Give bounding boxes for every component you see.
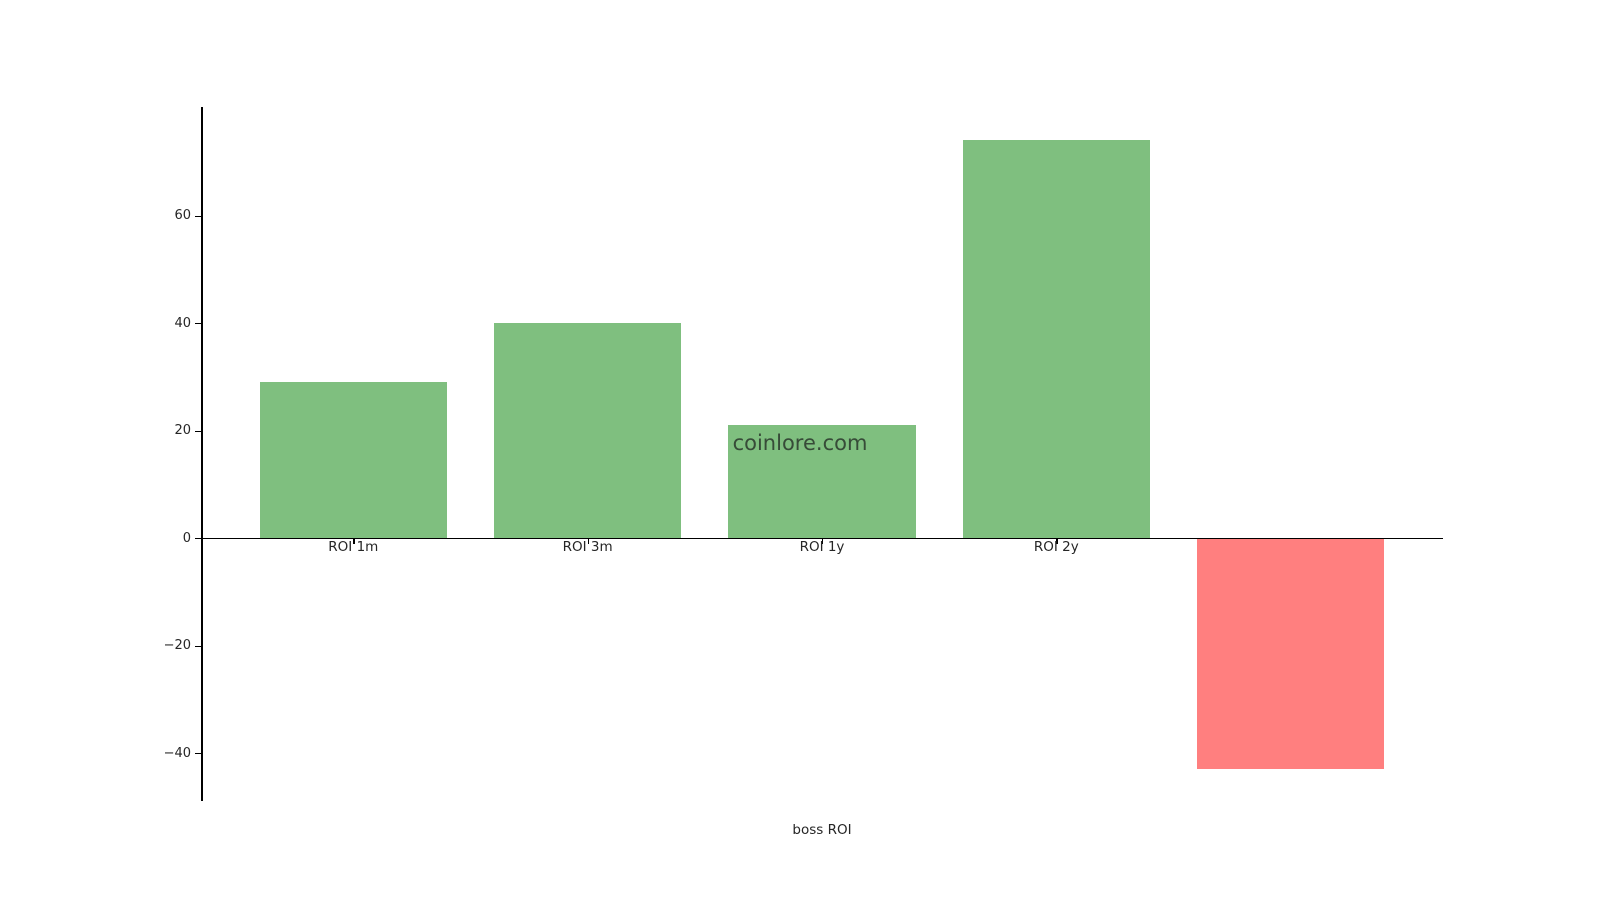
y-axis-line <box>201 107 203 801</box>
watermark: coinlore.com <box>732 431 868 455</box>
bar-unlabeled <box>1196 538 1385 770</box>
y-tick-label: 40 <box>174 315 191 331</box>
bar-roi-2y <box>962 140 1151 539</box>
x-axis-zero-line <box>201 538 1443 540</box>
y-tick-label: −40 <box>163 745 191 761</box>
y-tick-mark <box>195 538 201 540</box>
x-tick-label: ROI 2y <box>1033 539 1079 556</box>
y-tick-mark <box>195 323 201 325</box>
y-tick-mark <box>195 645 201 647</box>
y-tick-mark <box>195 215 201 217</box>
x-axis-title: boss ROI <box>792 822 852 838</box>
bar-roi-1y <box>728 425 916 539</box>
bar-roi-1m <box>259 382 448 539</box>
x-tick-label: ROI 3m <box>562 539 613 556</box>
x-tick-label: ROI 1y <box>799 539 845 556</box>
bar-roi-3m <box>493 323 682 539</box>
y-tick-label: 60 <box>174 208 191 224</box>
y-tick-mark <box>195 753 201 755</box>
y-tick-mark <box>195 430 201 432</box>
y-tick-label: 0 <box>182 530 191 546</box>
y-tick-label: −20 <box>163 638 191 654</box>
x-tick-label: ROI 1m <box>328 539 379 556</box>
x-tick-mark <box>1056 538 1058 545</box>
y-tick-label: 20 <box>174 423 191 439</box>
x-tick-mark <box>822 538 824 545</box>
x-tick-mark <box>587 538 589 545</box>
x-tick-mark <box>353 538 355 545</box>
